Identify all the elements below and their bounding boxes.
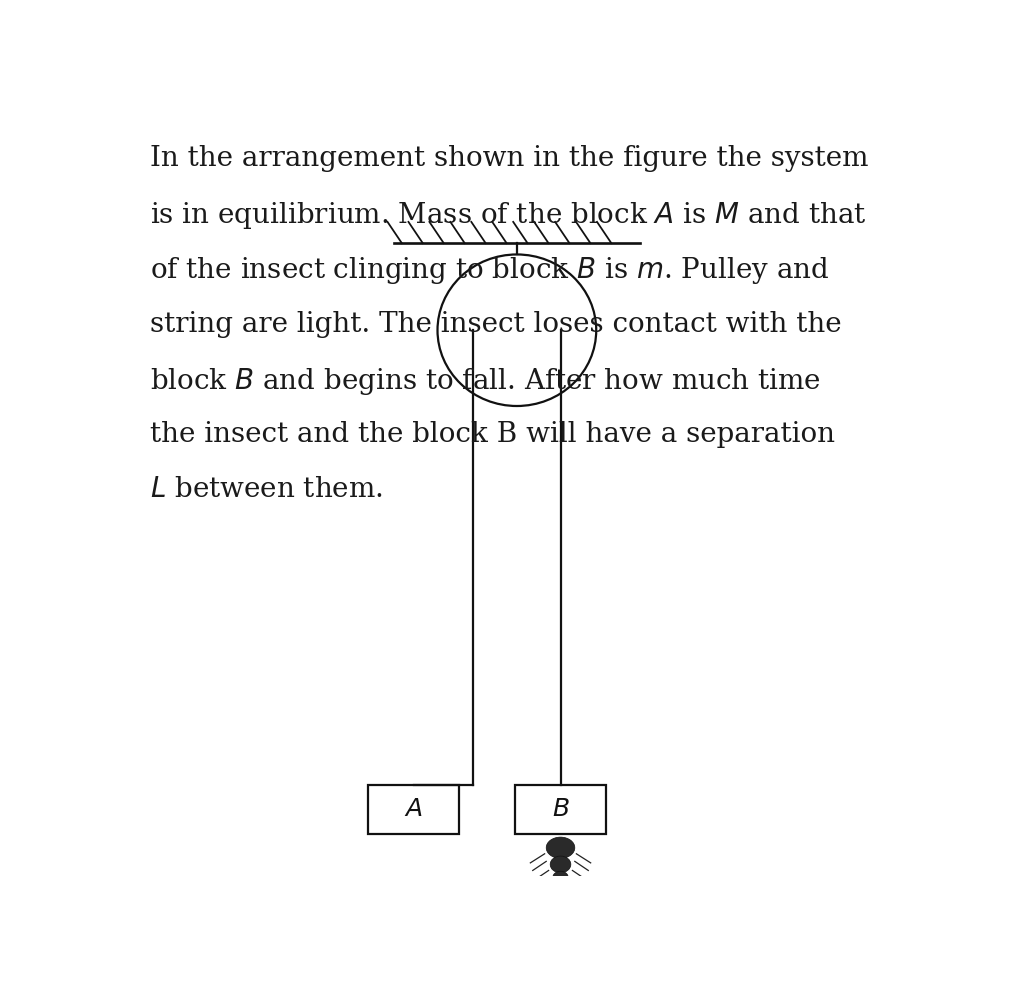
Text: $L$ between them.: $L$ between them. — [151, 476, 383, 504]
Ellipse shape — [553, 871, 568, 885]
Text: string are light. The insect loses contact with the: string are light. The insect loses conta… — [151, 311, 842, 338]
Text: the insect and the block B will have a separation: the insect and the block B will have a s… — [151, 421, 836, 448]
Text: In the arrangement shown in the figure the system: In the arrangement shown in the figure t… — [151, 145, 868, 171]
Text: $B$: $B$ — [552, 798, 569, 821]
Text: is in equilibrium. Mass of the block $A$ is $M$ and that: is in equilibrium. Mass of the block $A$… — [151, 200, 867, 231]
Text: of the insect clinging to block $B$ is $m$. Pulley and: of the insect clinging to block $B$ is $… — [151, 255, 829, 286]
Text: block $B$ and begins to fall. After how much time: block $B$ and begins to fall. After how … — [151, 366, 821, 397]
Text: $A$: $A$ — [404, 798, 423, 821]
Bar — [515, 785, 606, 834]
Ellipse shape — [546, 837, 574, 858]
Ellipse shape — [550, 856, 570, 873]
Bar — [368, 785, 460, 834]
